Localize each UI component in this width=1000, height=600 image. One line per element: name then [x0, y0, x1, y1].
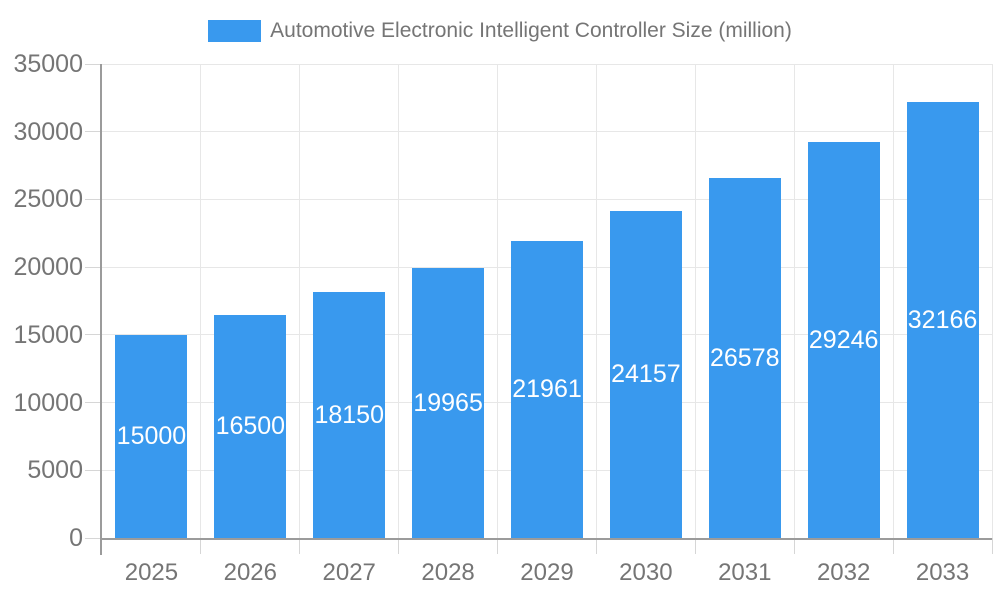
h-gridline — [102, 131, 992, 133]
x-axis-tick — [299, 538, 301, 554]
x-axis-label: 2033 — [915, 559, 970, 586]
legend-label: Automotive Electronic Intelligent Contro… — [270, 19, 792, 42]
x-axis-tick — [497, 538, 499, 554]
v-gridline — [299, 64, 301, 538]
y-axis-tick — [85, 469, 102, 471]
bar — [115, 334, 188, 538]
v-gridline — [892, 64, 894, 538]
x-axis-tick — [991, 538, 993, 554]
bar-value-label: 26578 — [710, 344, 780, 373]
v-gridline — [595, 64, 597, 538]
y-axis-tick — [85, 537, 102, 539]
x-axis-tick — [398, 538, 400, 554]
bar — [412, 267, 485, 538]
x-axis-label: 2031 — [718, 559, 772, 586]
legend-swatch — [208, 20, 262, 42]
h-gridline — [102, 198, 992, 200]
bar — [313, 292, 386, 538]
y-axis-label: 0 — [69, 524, 83, 552]
h-gridline — [102, 63, 992, 65]
x-axis-label: 2032 — [816, 559, 871, 586]
y-axis-tick — [85, 334, 102, 336]
v-gridline — [398, 64, 400, 538]
y-axis-tick — [85, 402, 102, 404]
legend[interactable]: Automotive Electronic Intelligent Contro… — [0, 18, 1000, 44]
y-axis-label: 15000 — [13, 320, 83, 349]
bar — [609, 210, 682, 538]
y-axis-tick — [85, 131, 102, 133]
bar — [906, 102, 979, 538]
x-axis-label: 2028 — [421, 559, 475, 586]
x-axis-tick — [595, 538, 597, 554]
bar-value-label: 15000 — [116, 422, 187, 451]
v-gridline — [991, 64, 993, 538]
x-axis-label: 2029 — [520, 559, 574, 586]
v-gridline — [497, 64, 499, 538]
x-axis-tick — [200, 538, 202, 554]
x-axis-tick — [694, 538, 696, 554]
bar-value-label: 29246 — [808, 325, 879, 354]
y-axis-tick — [85, 198, 102, 200]
bar-value-label: 16500 — [215, 412, 286, 441]
y-axis-label: 10000 — [13, 388, 83, 417]
x-axis-label: 2030 — [619, 559, 673, 586]
bar — [807, 141, 880, 538]
y-axis-label: 30000 — [13, 117, 83, 146]
bar-value-label: 21961 — [512, 375, 582, 404]
x-axis-line — [100, 538, 992, 540]
y-axis-line — [100, 64, 102, 555]
bar — [214, 314, 287, 538]
x-axis-tick — [793, 538, 795, 554]
bar — [708, 178, 781, 538]
bar-value-label: 24157 — [611, 360, 681, 389]
y-axis-label: 25000 — [13, 185, 83, 214]
y-axis-label: 5000 — [27, 456, 83, 485]
v-gridline — [793, 64, 795, 538]
v-gridline — [694, 64, 696, 538]
bar-value-label: 18150 — [314, 401, 384, 430]
bar — [511, 240, 583, 538]
x-axis-label: 2027 — [322, 559, 376, 586]
bar-value-label: 32166 — [907, 306, 978, 335]
v-gridline — [200, 64, 202, 538]
x-axis-tick — [892, 538, 894, 554]
x-axis-label: 2026 — [223, 559, 277, 586]
y-axis-label: 20000 — [13, 253, 83, 282]
y-axis-label: 35000 — [13, 50, 83, 78]
x-axis-label: 2025 — [124, 559, 179, 586]
y-axis-tick — [85, 63, 102, 65]
y-axis-tick — [85, 266, 102, 268]
bar-value-label: 19965 — [413, 388, 483, 417]
